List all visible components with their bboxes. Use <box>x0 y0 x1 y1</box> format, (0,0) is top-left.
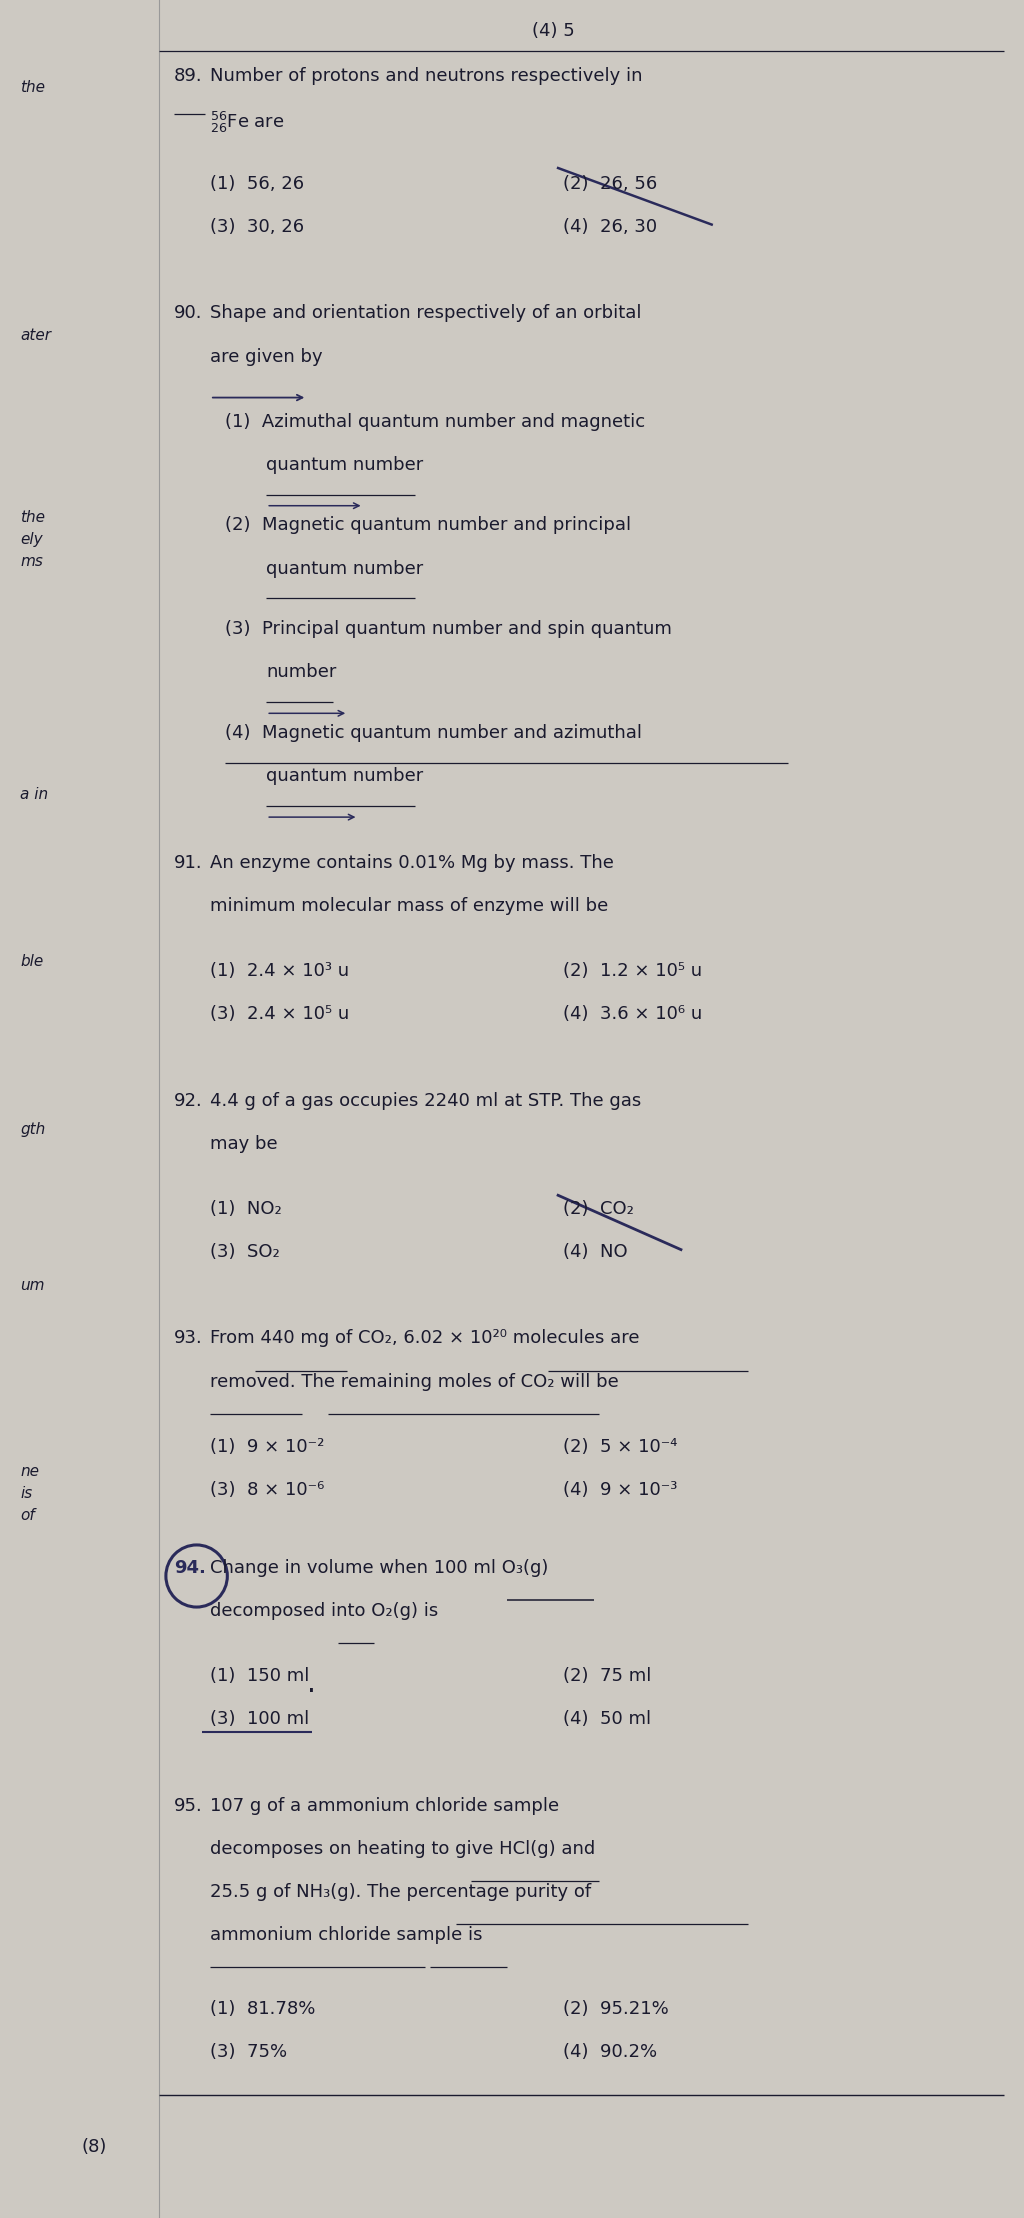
Text: (2)  CO₂: (2) CO₂ <box>563 1200 634 1218</box>
Text: minimum molecular mass of enzyme will be: minimum molecular mass of enzyme will be <box>210 896 608 916</box>
Text: (8): (8) <box>82 2138 108 2156</box>
Text: 93.: 93. <box>174 1329 203 1349</box>
Text: number: number <box>266 663 337 681</box>
Text: (4)  Magnetic quantum number and azimuthal: (4) Magnetic quantum number and azimutha… <box>225 723 642 743</box>
Text: (4)  26, 30: (4) 26, 30 <box>563 217 657 235</box>
Text: Change in volume when 100 ml O₃(g): Change in volume when 100 ml O₃(g) <box>210 1559 548 1577</box>
Text: the: the <box>20 80 45 95</box>
Text: (3)  8 × 10⁻⁶: (3) 8 × 10⁻⁶ <box>210 1482 325 1499</box>
Text: $^{56}_{26}$Fe are: $^{56}_{26}$Fe are <box>210 111 285 135</box>
Text: Shape and orientation respectively of an orbital: Shape and orientation respectively of an… <box>210 304 641 322</box>
Text: (1)  150 ml: (1) 150 ml <box>210 1666 309 1686</box>
Text: (4) 5: (4) 5 <box>532 22 575 40</box>
Text: (3)  2.4 × 10⁵ u: (3) 2.4 × 10⁵ u <box>210 1005 349 1022</box>
Text: ble: ble <box>20 954 44 969</box>
Text: (4)  3.6 × 10⁶ u: (4) 3.6 × 10⁶ u <box>563 1005 702 1022</box>
Text: (1)  2.4 × 10³ u: (1) 2.4 × 10³ u <box>210 963 349 980</box>
Text: is: is <box>20 1486 33 1502</box>
Text: a in: a in <box>20 787 48 803</box>
Text: (2)  95.21%: (2) 95.21% <box>563 2001 669 2018</box>
Text: decomposes on heating to give HCl(g) and: decomposes on heating to give HCl(g) and <box>210 1839 595 1859</box>
Text: gth: gth <box>20 1122 46 1138</box>
Text: removed. The remaining moles of CO₂ will be: removed. The remaining moles of CO₂ will… <box>210 1373 618 1391</box>
Text: may be: may be <box>210 1136 278 1153</box>
Text: (1)  81.78%: (1) 81.78% <box>210 2001 315 2018</box>
Text: (2)  26, 56: (2) 26, 56 <box>563 175 657 193</box>
Text: An enzyme contains 0.01% Mg by mass. The: An enzyme contains 0.01% Mg by mass. The <box>210 854 613 872</box>
Text: (1)  9 × 10⁻²: (1) 9 × 10⁻² <box>210 1437 325 1455</box>
Text: 90.: 90. <box>174 304 203 322</box>
Text: ms: ms <box>20 554 43 570</box>
Text: ·: · <box>307 1677 316 1706</box>
Text: (1)  56, 26: (1) 56, 26 <box>210 175 304 193</box>
Text: (2)  Magnetic quantum number and principal: (2) Magnetic quantum number and principa… <box>225 517 632 535</box>
Text: the: the <box>20 510 45 526</box>
Text: Number of protons and neutrons respectively in: Number of protons and neutrons respectiv… <box>210 67 642 84</box>
Text: um: um <box>20 1278 45 1293</box>
Text: (1)  Azimuthal quantum number and magnetic: (1) Azimuthal quantum number and magneti… <box>225 413 645 430</box>
Text: decomposed into O₂(g) is: decomposed into O₂(g) is <box>210 1601 438 1619</box>
Text: From 440 mg of CO₂, 6.02 × 10²⁰ molecules are: From 440 mg of CO₂, 6.02 × 10²⁰ molecule… <box>210 1329 639 1349</box>
Text: (3)  100 ml: (3) 100 ml <box>210 1710 309 1728</box>
Text: 95.: 95. <box>174 1797 203 1814</box>
Text: (4)  9 × 10⁻³: (4) 9 × 10⁻³ <box>563 1482 678 1499</box>
Text: (4)  50 ml: (4) 50 ml <box>563 1710 651 1728</box>
Text: (2)  5 × 10⁻⁴: (2) 5 × 10⁻⁴ <box>563 1437 678 1455</box>
Text: quantum number: quantum number <box>266 457 424 475</box>
Text: (4)  90.2%: (4) 90.2% <box>563 2043 657 2061</box>
Text: (2)  1.2 × 10⁵ u: (2) 1.2 × 10⁵ u <box>563 963 702 980</box>
Text: (3)  75%: (3) 75% <box>210 2043 287 2061</box>
Text: (3)  30, 26: (3) 30, 26 <box>210 217 304 235</box>
Text: 92.: 92. <box>174 1091 203 1109</box>
Text: ater: ater <box>20 328 51 344</box>
Text: are given by: are given by <box>210 348 323 366</box>
Text: of: of <box>20 1508 35 1524</box>
Text: 91.: 91. <box>174 854 203 872</box>
Text: (4)  NO: (4) NO <box>563 1242 628 1262</box>
Text: ne: ne <box>20 1464 40 1479</box>
Text: quantum number: quantum number <box>266 559 424 577</box>
Text: ely: ely <box>20 532 43 548</box>
Text: ammonium chloride sample is: ammonium chloride sample is <box>210 1925 482 1945</box>
Text: (2)  75 ml: (2) 75 ml <box>563 1666 651 1686</box>
Text: (1)  NO₂: (1) NO₂ <box>210 1200 282 1218</box>
Text: (3)  Principal quantum number and spin quantum: (3) Principal quantum number and spin qu… <box>225 621 672 639</box>
Text: (3)  SO₂: (3) SO₂ <box>210 1242 280 1262</box>
Text: 4.4 g of a gas occupies 2240 ml at STP. The gas: 4.4 g of a gas occupies 2240 ml at STP. … <box>210 1091 641 1109</box>
Text: quantum number: quantum number <box>266 767 424 785</box>
Text: 107 g of a ammonium chloride sample: 107 g of a ammonium chloride sample <box>210 1797 559 1814</box>
Text: 94.: 94. <box>174 1559 206 1577</box>
Text: 89.: 89. <box>174 67 203 84</box>
Text: 25.5 g of NH₃(g). The percentage purity of: 25.5 g of NH₃(g). The percentage purity … <box>210 1883 591 1901</box>
